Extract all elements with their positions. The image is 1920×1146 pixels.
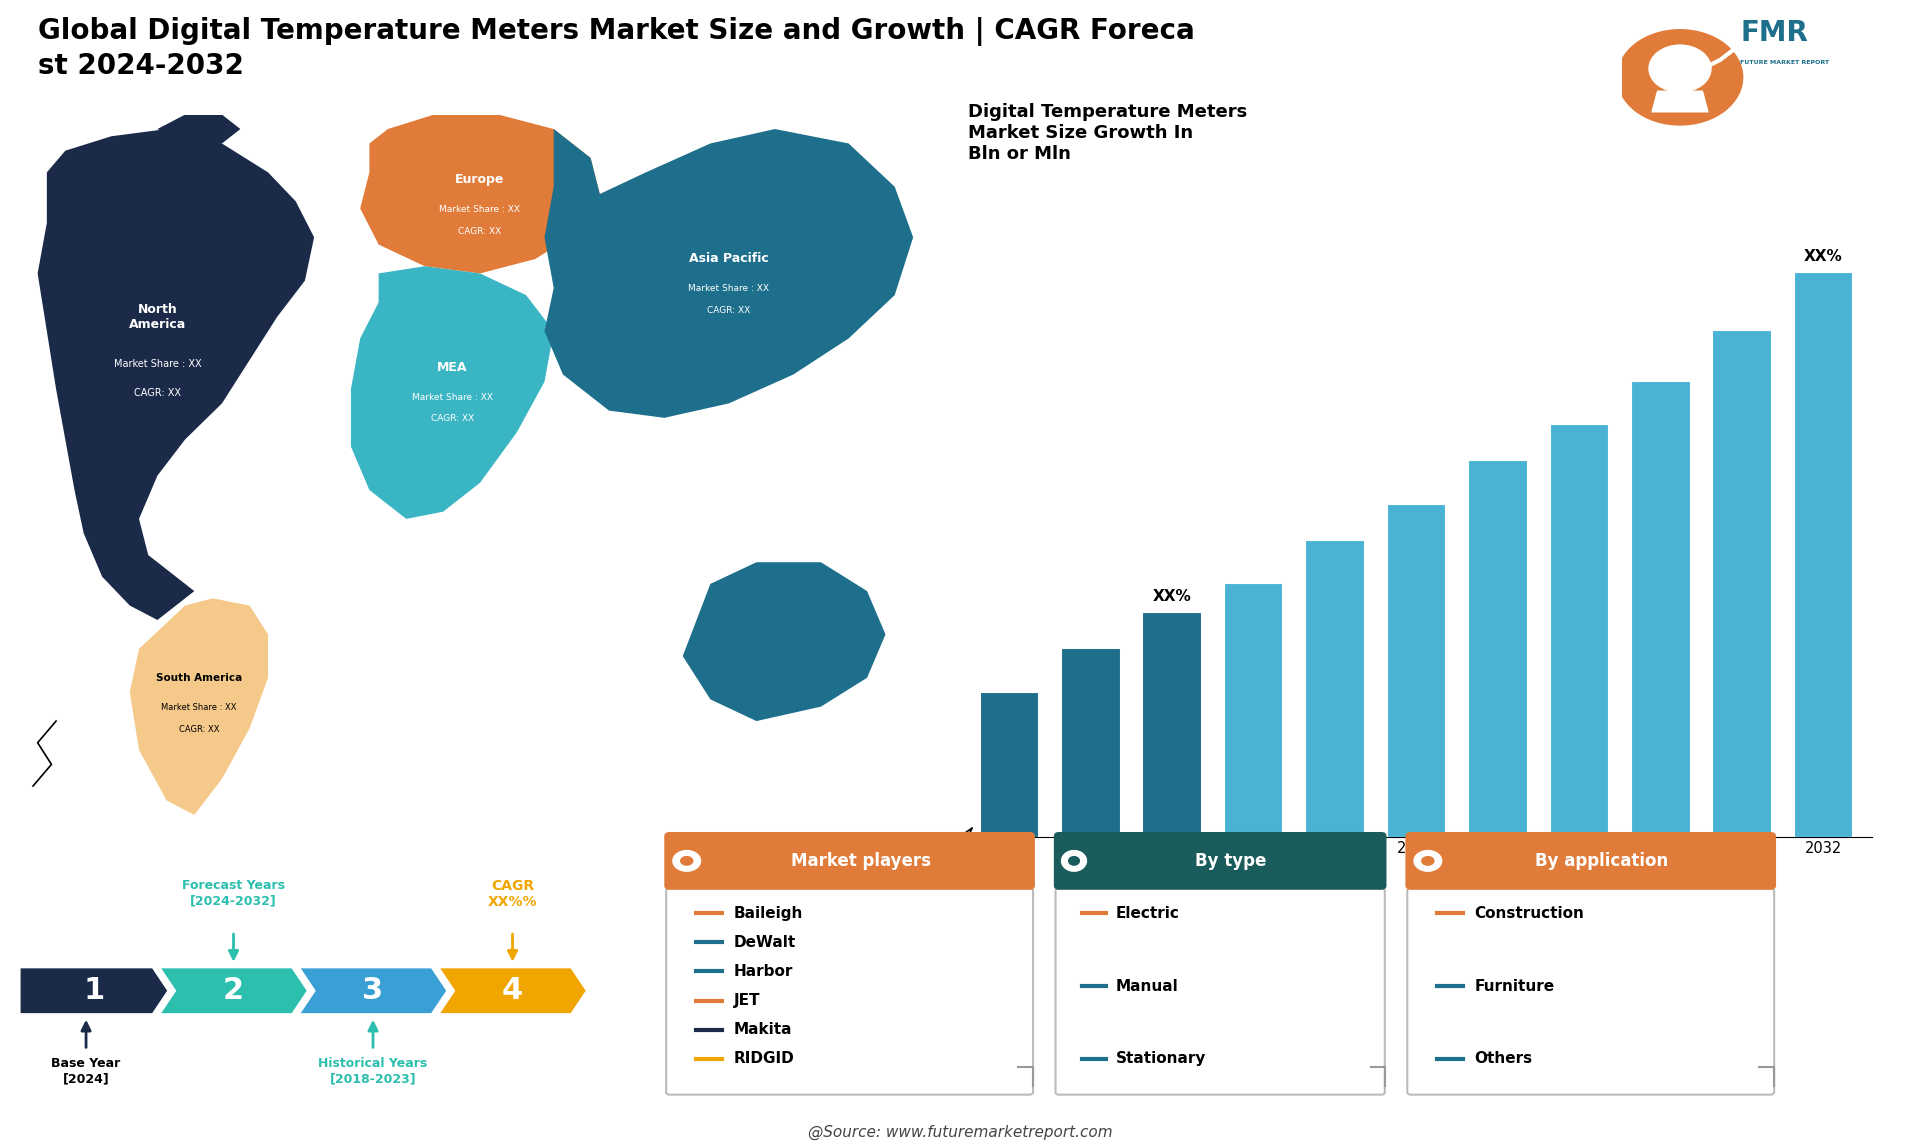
Text: XX%: XX% xyxy=(1803,249,1843,264)
Text: CAGR: XX: CAGR: XX xyxy=(459,227,501,236)
Text: @Source: www.futuremarketreport.com: @Source: www.futuremarketreport.com xyxy=(808,1125,1112,1140)
Text: Base Year
[2024]: Base Year [2024] xyxy=(52,1058,121,1085)
Text: st 2024-2032: st 2024-2032 xyxy=(38,52,244,79)
Polygon shape xyxy=(131,598,269,815)
Text: MEA: MEA xyxy=(438,361,468,374)
Text: Market players: Market players xyxy=(791,851,931,870)
Text: 4: 4 xyxy=(501,976,522,1005)
Text: Digital Temperature Meters
Market Size Growth In
Bln or Mln: Digital Temperature Meters Market Size G… xyxy=(968,103,1248,163)
Text: South America: South America xyxy=(156,673,242,683)
Bar xyxy=(1713,330,1770,837)
Text: DeWalt: DeWalt xyxy=(733,935,795,950)
FancyBboxPatch shape xyxy=(1054,832,1386,889)
Circle shape xyxy=(1421,856,1434,866)
Polygon shape xyxy=(157,115,240,143)
Text: 1: 1 xyxy=(83,976,104,1005)
Text: Makita: Makita xyxy=(733,1022,793,1037)
Text: Market Share : XX: Market Share : XX xyxy=(413,393,493,402)
Text: Market Share : XX: Market Share : XX xyxy=(689,284,770,293)
Bar xyxy=(1469,461,1526,837)
Text: Construction: Construction xyxy=(1475,905,1584,920)
Bar xyxy=(1306,540,1363,837)
Polygon shape xyxy=(19,967,169,1014)
Text: Forecast Years
[2024-2032]: Forecast Years [2024-2032] xyxy=(182,879,284,906)
Text: CAGR: XX: CAGR: XX xyxy=(134,388,180,398)
Text: Historical Years
[2018-2023]: Historical Years [2018-2023] xyxy=(319,1058,428,1085)
Text: Stationary: Stationary xyxy=(1116,1051,1206,1067)
Bar xyxy=(1793,273,1853,837)
Text: FMR: FMR xyxy=(1740,18,1809,47)
FancyBboxPatch shape xyxy=(1405,832,1776,889)
Circle shape xyxy=(1647,45,1711,93)
Polygon shape xyxy=(1651,91,1709,112)
Bar xyxy=(1549,424,1609,837)
Circle shape xyxy=(674,851,699,871)
Circle shape xyxy=(680,856,693,866)
Text: CAGR
XX%%: CAGR XX%% xyxy=(488,879,538,909)
Bar xyxy=(1062,649,1119,837)
Bar xyxy=(1142,612,1202,837)
Polygon shape xyxy=(545,129,914,418)
Circle shape xyxy=(1617,29,1743,126)
Text: CAGR: XX: CAGR: XX xyxy=(430,415,474,423)
Bar xyxy=(1386,504,1446,837)
Text: Market Share : XX: Market Share : XX xyxy=(113,360,202,369)
Polygon shape xyxy=(684,563,885,721)
Text: Europe: Europe xyxy=(455,173,505,186)
Text: By application: By application xyxy=(1536,851,1668,870)
Polygon shape xyxy=(438,967,588,1014)
Text: Electric: Electric xyxy=(1116,905,1181,920)
Circle shape xyxy=(1068,856,1081,866)
Text: 2: 2 xyxy=(223,976,244,1005)
Text: Harbor: Harbor xyxy=(733,964,793,979)
Text: Furniture: Furniture xyxy=(1475,979,1555,994)
Text: Market Share : XX: Market Share : XX xyxy=(161,704,236,712)
Polygon shape xyxy=(351,266,553,519)
Text: 3: 3 xyxy=(363,976,384,1005)
FancyBboxPatch shape xyxy=(1056,888,1384,1094)
Text: Others: Others xyxy=(1475,1051,1532,1067)
Text: Global Digital Temperature Meters Market Size and Growth | CAGR Foreca: Global Digital Temperature Meters Market… xyxy=(38,17,1194,46)
FancyBboxPatch shape xyxy=(666,888,1033,1094)
Circle shape xyxy=(1415,851,1440,871)
Polygon shape xyxy=(298,967,447,1014)
Text: FUTURE MARKET REPORT: FUTURE MARKET REPORT xyxy=(1740,60,1830,65)
Circle shape xyxy=(1062,851,1087,871)
Text: By type: By type xyxy=(1194,851,1265,870)
FancyBboxPatch shape xyxy=(1407,888,1774,1094)
Text: Manual: Manual xyxy=(1116,979,1179,994)
Bar xyxy=(1223,583,1283,837)
Text: JET: JET xyxy=(733,994,760,1008)
FancyBboxPatch shape xyxy=(664,832,1035,889)
Text: CAGR: XX: CAGR: XX xyxy=(707,306,751,315)
Polygon shape xyxy=(159,967,309,1014)
Text: North
America: North America xyxy=(129,303,186,331)
Text: Baileigh: Baileigh xyxy=(733,905,803,920)
Bar xyxy=(1630,380,1690,837)
Text: Market Share : XX: Market Share : XX xyxy=(440,205,520,214)
Text: XX%: XX% xyxy=(1152,589,1190,604)
Polygon shape xyxy=(38,129,315,620)
Polygon shape xyxy=(361,115,599,274)
Text: Asia Pacific: Asia Pacific xyxy=(689,252,768,266)
Text: CAGR: XX: CAGR: XX xyxy=(179,725,219,733)
Bar xyxy=(979,692,1039,837)
Text: RIDGID: RIDGID xyxy=(733,1051,795,1067)
